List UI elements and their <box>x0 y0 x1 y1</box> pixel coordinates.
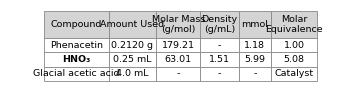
Bar <box>44 52 109 67</box>
Text: 1.00: 1.00 <box>283 41 304 50</box>
Text: 63.01: 63.01 <box>165 55 192 64</box>
Text: mmol: mmol <box>241 20 268 29</box>
Text: 5.99: 5.99 <box>244 55 265 64</box>
Text: 1.18: 1.18 <box>244 41 265 50</box>
Bar <box>44 67 109 81</box>
Bar <box>44 11 109 38</box>
Bar <box>239 52 271 67</box>
Text: Glacial acetic acid: Glacial acetic acid <box>33 69 120 78</box>
Text: 0.2120 g: 0.2120 g <box>112 41 153 50</box>
Text: Molar
Equivalence: Molar Equivalence <box>265 15 323 34</box>
Bar <box>156 52 200 67</box>
Bar <box>200 38 239 52</box>
Text: -: - <box>176 69 180 78</box>
Bar <box>200 11 239 38</box>
Text: Compound: Compound <box>51 20 102 29</box>
Bar <box>200 67 239 81</box>
Bar <box>109 67 156 81</box>
Bar <box>271 67 317 81</box>
Text: 0.25 mL: 0.25 mL <box>113 55 152 64</box>
Bar <box>109 38 156 52</box>
Bar <box>156 67 200 81</box>
Text: 179.21: 179.21 <box>162 41 195 50</box>
Bar <box>44 38 109 52</box>
Text: Phenacetin: Phenacetin <box>50 41 103 50</box>
Text: 5.08: 5.08 <box>283 55 304 64</box>
Text: Density
(g/mL): Density (g/mL) <box>201 15 238 34</box>
Text: Catalyst: Catalyst <box>274 69 314 78</box>
Bar <box>271 11 317 38</box>
Bar <box>109 52 156 67</box>
Bar <box>109 11 156 38</box>
Bar <box>271 38 317 52</box>
Bar <box>271 52 317 67</box>
Bar <box>200 52 239 67</box>
Text: HNO₃: HNO₃ <box>62 55 90 64</box>
Text: -: - <box>218 69 221 78</box>
Bar <box>239 67 271 81</box>
Text: Molar Mass
(g/mol): Molar Mass (g/mol) <box>151 15 205 34</box>
Text: 1.51: 1.51 <box>209 55 230 64</box>
Bar <box>239 11 271 38</box>
Text: 4.0 mL: 4.0 mL <box>116 69 149 78</box>
Text: -: - <box>253 69 257 78</box>
Text: Amount Used: Amount Used <box>100 20 164 29</box>
Text: -: - <box>218 41 221 50</box>
Bar <box>156 38 200 52</box>
Bar <box>239 38 271 52</box>
Bar <box>156 11 200 38</box>
